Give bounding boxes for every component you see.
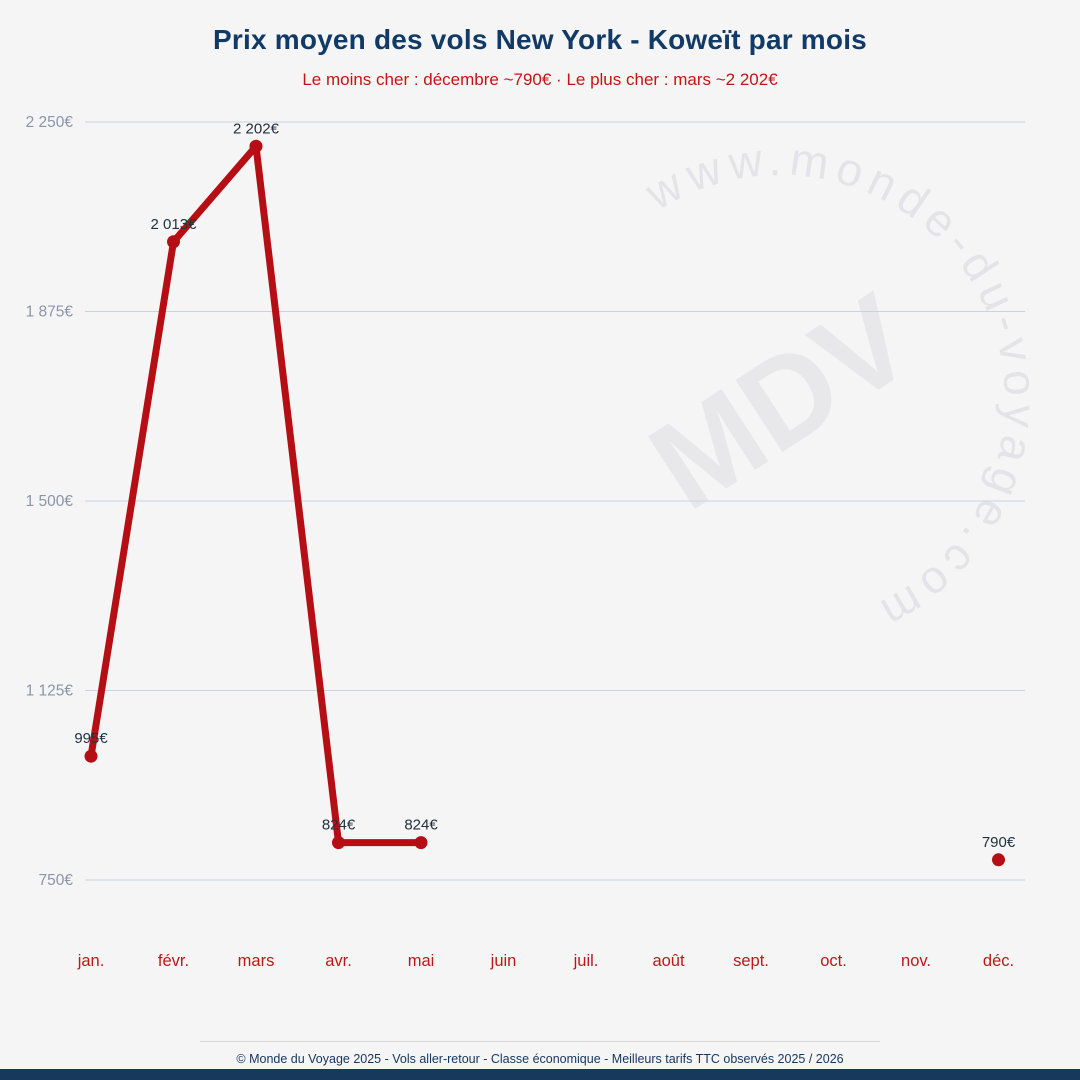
x-axis-label: août [652, 952, 685, 970]
y-tick-label: 1 875€ [26, 304, 74, 321]
point-label: 2 202€ [233, 120, 280, 137]
point-label: 824€ [322, 817, 356, 834]
data-point [249, 139, 263, 153]
x-axis-label: nov. [901, 952, 931, 970]
y-tick-label: 750€ [39, 872, 74, 889]
page-title: Prix moyen des vols New York - Koweït pa… [213, 24, 867, 55]
data-point [414, 836, 428, 850]
x-axis-label: juil. [573, 952, 599, 970]
bottom-accent-bar [0, 1069, 1080, 1080]
data-point [84, 749, 98, 763]
x-axis-label: jan. [77, 952, 105, 970]
point-label: 2 013€ [151, 216, 198, 233]
y-tick-label: 1 125€ [26, 683, 74, 700]
footer: © Monde du Voyage 2025 - Vols aller-reto… [0, 1041, 1080, 1066]
x-axis-label: sept. [733, 952, 769, 970]
chart-subtitle: Le moins cher : décembre ~790€ · Le plus… [302, 70, 778, 89]
footer-text: © Monde du Voyage 2025 - Vols aller-reto… [200, 1041, 880, 1066]
price-line-chart: 750€ 1 125€ 1 500€ 1 875€ 2 250€ jan. févr. mar… [26, 114, 1025, 970]
x-axis-label: juin [490, 952, 517, 970]
x-axis-label: avr. [325, 952, 352, 970]
data-point [167, 235, 180, 249]
chart-header: Prix moyen des vols New York - Koweït pa… [0, 24, 1080, 90]
data-point [332, 836, 345, 850]
x-axis-label: mai [408, 952, 435, 970]
price-line [87, 142, 425, 847]
data-point [992, 853, 1005, 867]
point-label: 790€ [982, 834, 1016, 851]
chart-area: 750€ 1 125€ 1 500€ 1 875€ 2 250€ jan. févr. mar… [0, 110, 1080, 980]
x-axis-label: mars [238, 952, 275, 970]
y-tick-label: 1 500€ [26, 493, 74, 510]
x-axis-label: déc. [983, 952, 1014, 970]
y-tick-label: 2 250€ [26, 114, 74, 131]
point-label: 995€ [74, 730, 108, 747]
x-axis-label: oct. [820, 952, 847, 970]
point-label: 824€ [404, 817, 438, 834]
x-axis-label: févr. [158, 952, 189, 970]
